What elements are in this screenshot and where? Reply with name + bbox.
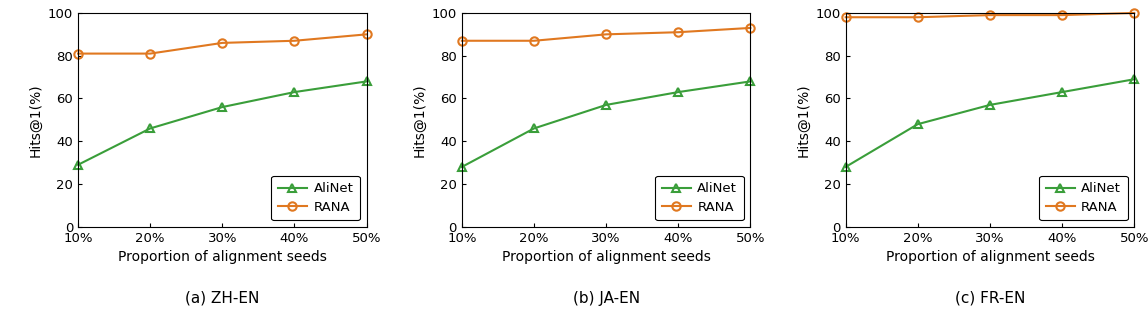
Text: (b) JA-EN: (b) JA-EN (573, 291, 639, 306)
AliNet (599, 103, 613, 107)
Legend: AliNet, RANA: AliNet, RANA (656, 176, 744, 220)
RANA (744, 26, 758, 30)
AliNet (144, 126, 157, 130)
RANA (1055, 13, 1069, 17)
AliNet (359, 79, 373, 83)
AliNet (527, 126, 541, 130)
Line: AliNet: AliNet (841, 75, 1139, 171)
RANA (216, 41, 230, 45)
RANA (910, 15, 924, 19)
Legend: AliNet, RANA: AliNet, RANA (1039, 176, 1127, 220)
X-axis label: Proportion of alignment seeds: Proportion of alignment seeds (885, 250, 1094, 264)
Line: AliNet: AliNet (73, 77, 371, 169)
RANA (71, 52, 85, 55)
Text: (a) ZH-EN: (a) ZH-EN (185, 291, 259, 306)
RANA (839, 15, 853, 19)
AliNet (1127, 77, 1141, 81)
AliNet (910, 122, 924, 126)
AliNet (672, 90, 685, 94)
RANA (1127, 11, 1141, 15)
AliNet (744, 79, 758, 83)
Y-axis label: Hits@1(%): Hits@1(%) (29, 83, 42, 157)
RANA (527, 39, 541, 43)
AliNet (983, 103, 996, 107)
AliNet (288, 90, 302, 94)
RANA (359, 32, 373, 36)
AliNet (839, 165, 853, 169)
RANA (288, 39, 302, 43)
AliNet (455, 165, 468, 169)
RANA (983, 13, 996, 17)
X-axis label: Proportion of alignment seeds: Proportion of alignment seeds (502, 250, 711, 264)
X-axis label: Proportion of alignment seeds: Proportion of alignment seeds (118, 250, 327, 264)
Line: RANA: RANA (73, 30, 371, 58)
Line: AliNet: AliNet (458, 77, 754, 171)
Y-axis label: Hits@1(%): Hits@1(%) (796, 83, 810, 157)
AliNet (216, 105, 230, 109)
Text: (c) FR-EN: (c) FR-EN (955, 291, 1025, 306)
Y-axis label: Hits@1(%): Hits@1(%) (412, 83, 426, 157)
RANA (455, 39, 468, 43)
AliNet (1055, 90, 1069, 94)
AliNet (71, 163, 85, 167)
Line: RANA: RANA (841, 9, 1139, 21)
RANA (672, 30, 685, 34)
RANA (599, 32, 613, 36)
Legend: AliNet, RANA: AliNet, RANA (271, 176, 360, 220)
Line: RANA: RANA (458, 24, 754, 45)
RANA (144, 52, 157, 55)
